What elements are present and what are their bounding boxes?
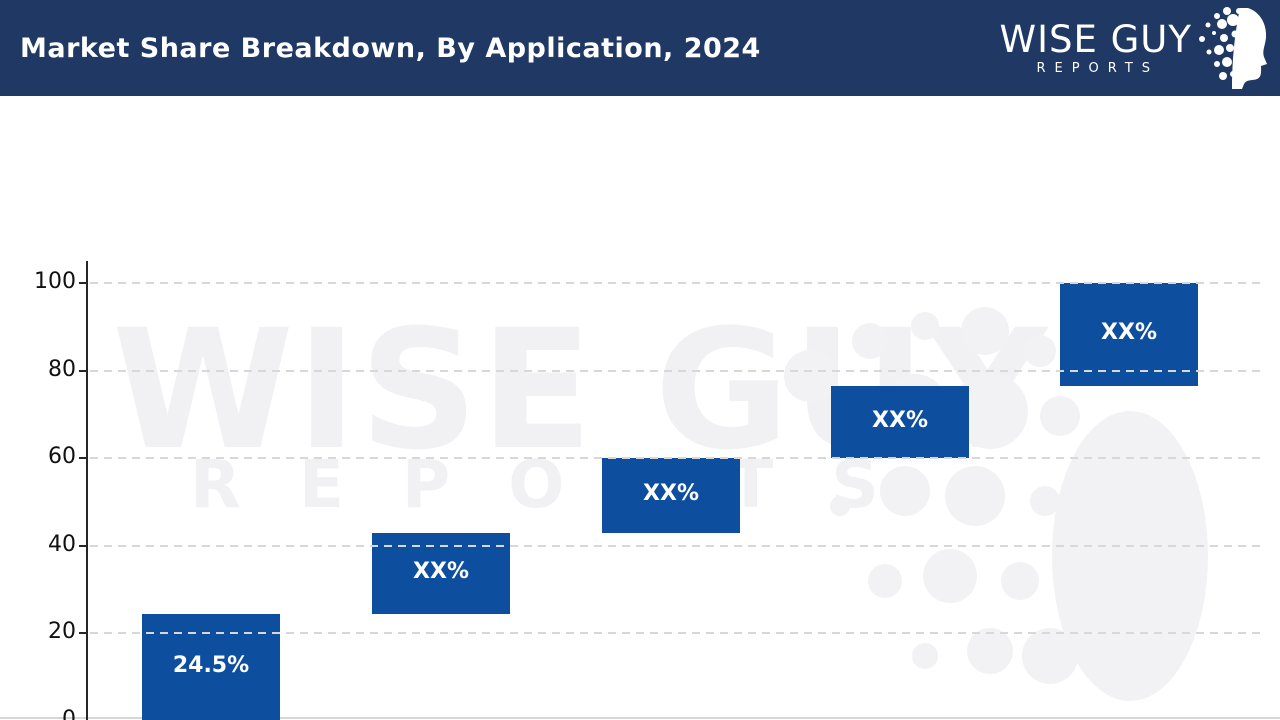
y-axis-tick — [79, 369, 88, 372]
y-tick-label: 40 — [48, 531, 76, 557]
bar-label: 24.5% — [172, 653, 250, 679]
logo-subtitle: REPORTS — [1036, 61, 1160, 76]
logo-wordmark: WISE GUY — [999, 18, 1192, 61]
bar — [831, 385, 969, 459]
bar-label: XX% — [1101, 320, 1157, 346]
y-tick-label: 20 — [48, 619, 76, 645]
grid-line — [90, 632, 1262, 635]
bottom-border — [0, 717, 1280, 719]
grid-line — [90, 369, 1262, 372]
grid-line — [90, 457, 1262, 460]
y-tick-label: 60 — [48, 444, 76, 470]
grid-line — [90, 544, 1262, 547]
y-axis-tick — [79, 632, 88, 635]
y-axis-tick — [79, 282, 88, 284]
y-axis-line — [86, 261, 88, 720]
grid-line — [90, 282, 1262, 284]
bar-label: XX% — [413, 559, 469, 585]
bar — [602, 458, 740, 533]
bar-label: XX% — [643, 481, 699, 507]
y-tick-label: 0 — [62, 707, 76, 720]
page-title: Market Share Breakdown, By Application, … — [20, 32, 761, 64]
bar-label: XX% — [872, 408, 928, 434]
y-tick-label: 100 — [34, 269, 76, 294]
logo-face-icon — [1199, 7, 1267, 89]
chart-canvas: WISE GUY REPORTS 24.5% XX% XX% XX% XX% 0 20 40 6… — [0, 96, 1280, 720]
header: Market Share Breakdown, By Application, … — [0, 0, 1280, 96]
y-axis-tick — [79, 457, 88, 460]
bar — [142, 613, 280, 720]
wise-guy-logo: WISE GUY REPORTS — [999, 7, 1268, 89]
logo-text: WISE GUY REPORTS — [999, 18, 1192, 77]
bar — [1060, 283, 1198, 386]
y-tick-label: 80 — [48, 356, 76, 382]
y-axis-tick — [79, 544, 88, 547]
